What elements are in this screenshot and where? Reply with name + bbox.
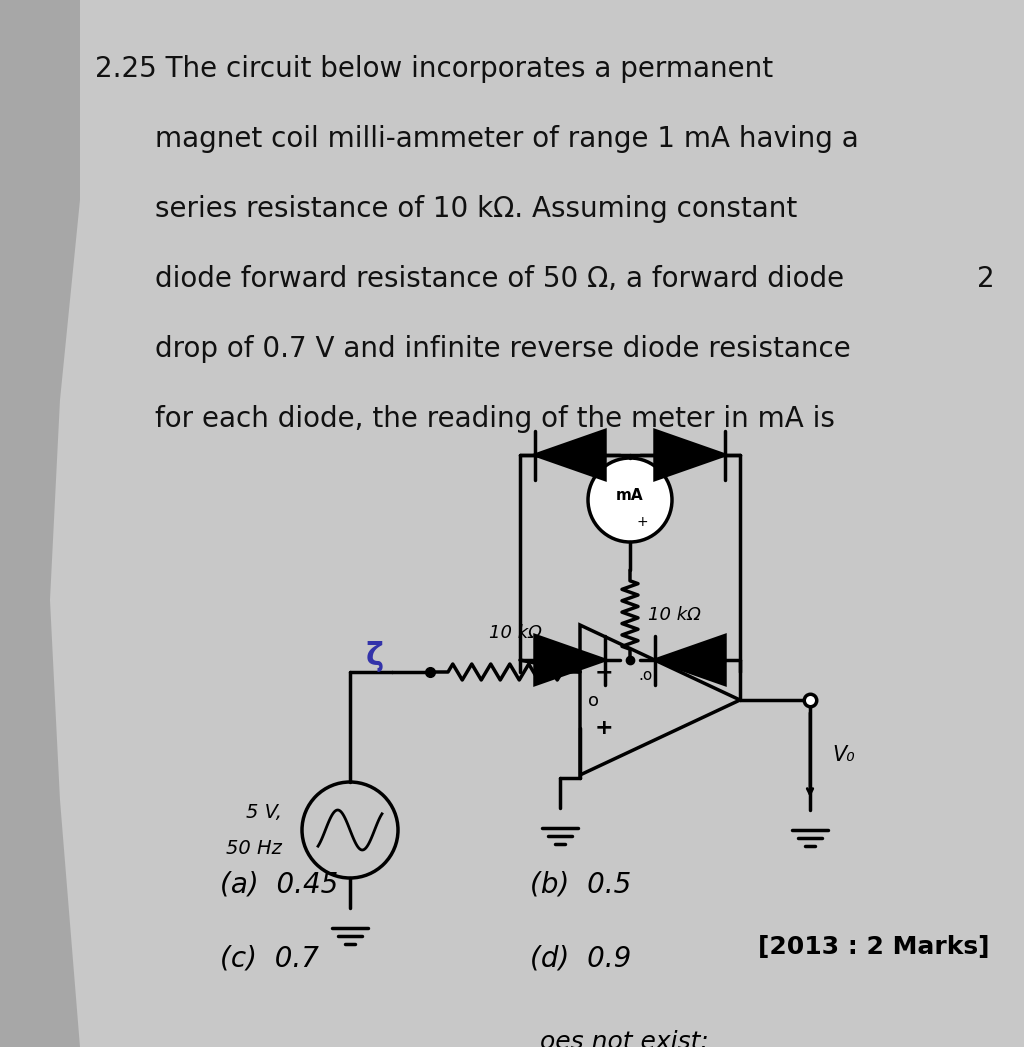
Polygon shape [655, 430, 725, 480]
Text: −: − [595, 662, 613, 682]
PathPatch shape [0, 0, 80, 1047]
Text: ζ: ζ [366, 642, 384, 672]
Polygon shape [535, 430, 605, 480]
Text: 50 Hz: 50 Hz [226, 839, 282, 857]
Text: +: + [636, 515, 648, 529]
Text: series resistance of 10 kΩ. Assuming constant: series resistance of 10 kΩ. Assuming con… [155, 195, 798, 223]
Text: 10 kΩ: 10 kΩ [488, 624, 542, 642]
Text: [2013 : 2 Marks]: [2013 : 2 Marks] [759, 935, 990, 959]
Circle shape [588, 458, 672, 542]
Text: .o: .o [638, 668, 652, 683]
Text: (a)  0.45: (a) 0.45 [220, 870, 338, 898]
Text: diode forward resistance of 50 Ω, a forward diode: diode forward resistance of 50 Ω, a forw… [155, 265, 844, 293]
Text: mA: mA [616, 488, 644, 503]
Text: o: o [588, 692, 599, 710]
Text: +: + [595, 718, 613, 738]
Text: (c)  0.7: (c) 0.7 [220, 945, 318, 973]
Text: V₀: V₀ [831, 745, 855, 765]
Text: 10 kΩ: 10 kΩ [648, 606, 700, 624]
Text: drop of 0.7 V and infinite reverse diode resistance: drop of 0.7 V and infinite reverse diode… [155, 335, 851, 363]
Polygon shape [535, 636, 605, 685]
Text: (b)  0.5: (b) 0.5 [530, 870, 631, 898]
Text: 2: 2 [977, 265, 995, 293]
Text: 5 V,: 5 V, [246, 802, 282, 822]
Text: 2.25 The circuit below incorporates a permanent: 2.25 The circuit below incorporates a pe… [95, 55, 773, 83]
Text: oes not exist:: oes not exist: [540, 1030, 709, 1047]
Text: for each diode, the reading of the meter in mA is: for each diode, the reading of the meter… [155, 405, 835, 433]
Polygon shape [655, 636, 725, 685]
Text: magnet coil milli-ammeter of range 1 mA having a: magnet coil milli-ammeter of range 1 mA … [155, 125, 859, 153]
Text: (d)  0.9: (d) 0.9 [530, 945, 631, 973]
